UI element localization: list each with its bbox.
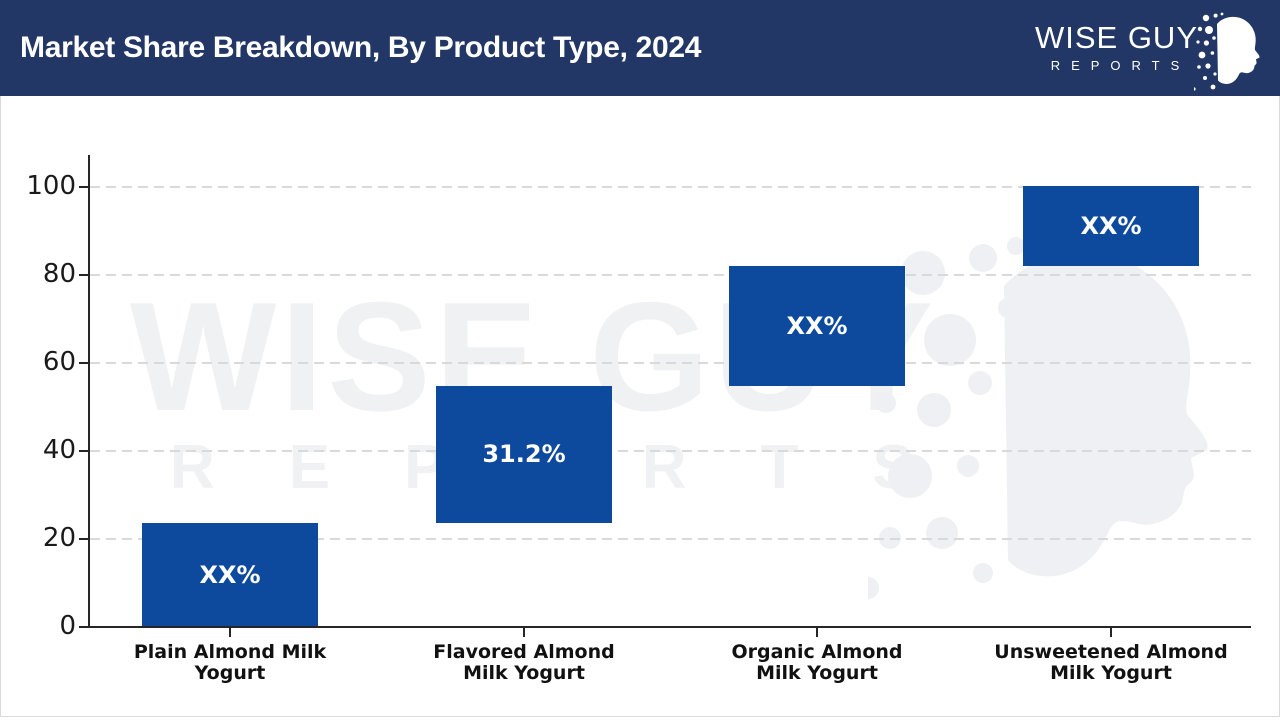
bar-value-label: XX%: [1080, 212, 1142, 241]
bar-segment: 31.2%: [436, 385, 612, 524]
logo-wordmark: WISE GUY: [1034, 20, 1198, 55]
logo-subtext: REPORTS: [1050, 58, 1191, 73]
y-axis-line: [88, 155, 90, 628]
x-axis-line: [87, 626, 1251, 628]
wiseguy-logo-text: WISE GUY REPORTS: [1035, 20, 1198, 73]
bar-segment: XX%: [142, 523, 318, 626]
y-tick-mark: [79, 626, 88, 628]
x-tick-mark: [523, 628, 525, 637]
bar-value-label: 31.2%: [482, 440, 566, 469]
x-category-label: Organic Almond Milk Yogurt: [731, 641, 903, 684]
y-gridline: [90, 450, 1251, 452]
y-tick-mark: [79, 274, 88, 276]
y-tick-label: 0: [59, 611, 76, 641]
y-tick-label: 80: [42, 259, 76, 289]
wiseguy-logo: WISE GUY REPORTS: [1006, 6, 1266, 92]
x-category-label: Flavored Almond Milk Yogurt: [433, 641, 615, 684]
y-tick-mark: [79, 538, 88, 540]
x-category-label: Plain Almond Milk Yogurt: [133, 641, 327, 684]
page-title: Market Share Breakdown, By Product Type,…: [20, 31, 702, 64]
x-tick-mark: [229, 628, 231, 637]
y-tick-label: 60: [42, 347, 76, 377]
watermark-face-dots-icon: [868, 237, 1208, 599]
header-bar: Market Share Breakdown, By Product Type,…: [0, 0, 1280, 96]
y-tick-mark: [79, 186, 88, 188]
y-tick-label: 40: [42, 435, 76, 465]
y-tick-mark: [79, 450, 88, 452]
y-tick-mark: [79, 362, 88, 364]
y-gridline: [90, 274, 1251, 276]
logo-face-dots-icon: [1194, 12, 1260, 91]
x-tick-mark: [816, 628, 818, 637]
bar-segment: XX%: [729, 266, 905, 386]
y-gridline: [90, 538, 1251, 540]
bar-value-label: XX%: [786, 311, 848, 340]
y-tick-label: 20: [42, 523, 76, 553]
plot-area: 0 20 40 60 80 100 XX% 31.2% XX% XX% Plain Almond M…: [0, 96, 1280, 720]
header-background: [0, 0, 1280, 96]
y-gridline: [90, 362, 1251, 364]
y-tick-label: 100: [26, 171, 76, 201]
x-tick-mark: [1110, 628, 1112, 637]
x-category-label: Unsweetened Almond Milk Yogurt: [994, 641, 1228, 684]
bar-value-label: XX%: [199, 560, 261, 589]
y-gridline: [90, 186, 1251, 188]
bar-segment: XX%: [1023, 186, 1199, 267]
